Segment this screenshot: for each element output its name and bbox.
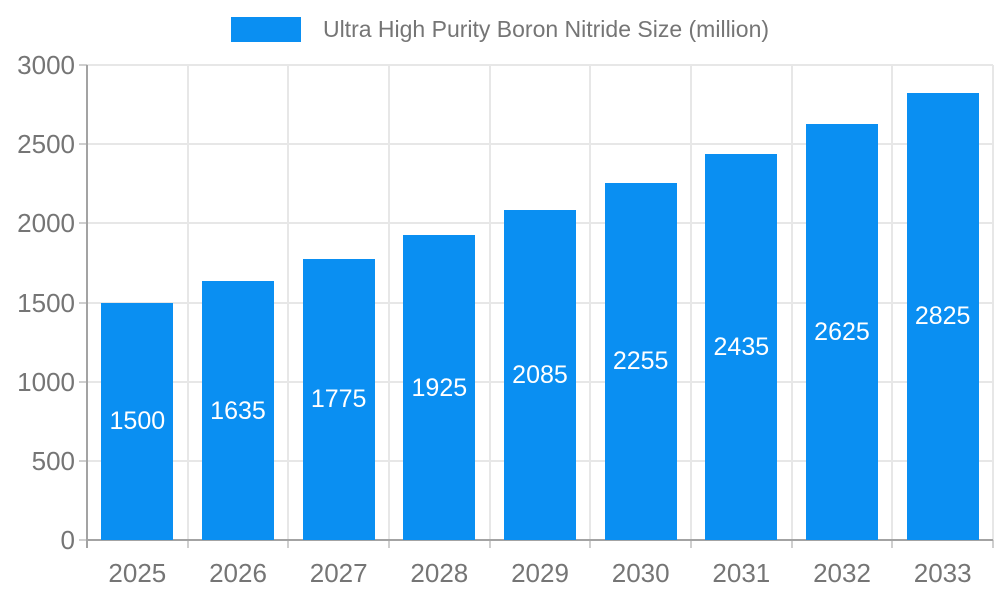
gridline-h: [87, 143, 993, 146]
gridline-v: [287, 65, 290, 540]
y-tick-label: 1000: [17, 366, 75, 397]
x-tick: [790, 540, 793, 548]
bar-value-label: 1775: [310, 385, 367, 414]
x-tick-label: 2029: [511, 558, 569, 588]
y-tick: [79, 301, 87, 304]
gridline-v: [388, 65, 390, 540]
y-tick-label: 1500: [17, 287, 75, 318]
x-tick-label: 2033: [913, 558, 972, 588]
x-tick-label: 2032: [813, 558, 871, 588]
x-tick-label: 2027: [309, 558, 368, 588]
x-tick: [488, 540, 491, 548]
gridline-h: [87, 64, 993, 66]
bar-value-label: 1925: [411, 373, 468, 402]
legend: Ultra High Purity Boron Nitride Size (mi…: [0, 16, 1000, 43]
x-tick-label: 2028: [410, 558, 469, 588]
legend-label: Ultra High Purity Boron Nitride Size (mi…: [322, 16, 770, 42]
y-tick: [79, 380, 87, 383]
gridline-v: [690, 65, 692, 540]
x-axis-line: [87, 539, 993, 541]
y-tick: [79, 459, 87, 462]
bar-value-label: 2085: [512, 360, 568, 389]
x-tick-label: 2031: [712, 558, 771, 588]
y-tick: [79, 539, 87, 541]
y-tick-label: 3000: [17, 50, 75, 80]
bar-value-label: 1500: [109, 407, 166, 436]
bar: [403, 235, 476, 540]
y-axis-line: [86, 65, 88, 548]
bar-value-label: 2255: [612, 347, 669, 376]
x-tick-label: 2026: [209, 558, 267, 588]
y-tick: [79, 143, 87, 146]
bar: [101, 302, 174, 540]
bar: [202, 281, 274, 540]
y-tick-label: 2500: [17, 129, 75, 160]
y-tick-label: 500: [31, 445, 75, 476]
bar: [604, 182, 677, 540]
x-tick-label: 2025: [108, 558, 167, 588]
x-tick: [589, 540, 592, 548]
y-tick-label: 2000: [17, 208, 75, 239]
x-tick: [891, 540, 894, 548]
gridline-v: [488, 65, 491, 540]
bar-value-label: 2435: [713, 333, 770, 362]
x-tick: [186, 540, 189, 548]
gridline-v: [589, 65, 592, 540]
bar-value-label: 2625: [814, 318, 870, 347]
legend-swatch: [230, 17, 301, 42]
y-tick-label: 0: [60, 525, 75, 555]
x-tick: [287, 540, 290, 548]
gridline-v: [891, 65, 894, 540]
bar-value-label: 1635: [210, 396, 266, 425]
bar: [302, 258, 375, 540]
gridline-v: [186, 65, 189, 540]
bar: [806, 124, 878, 540]
bar: [504, 209, 576, 540]
x-tick: [690, 540, 692, 548]
x-tick: [992, 540, 994, 548]
bar: [705, 154, 778, 540]
gridline-v: [992, 65, 994, 540]
y-tick: [79, 64, 87, 66]
gridline-v: [790, 65, 793, 540]
y-tick: [79, 222, 87, 225]
x-tick-label: 2030: [611, 558, 670, 588]
bar-value-label: 2825: [914, 302, 971, 331]
x-tick: [388, 540, 390, 548]
bar: [906, 92, 979, 540]
